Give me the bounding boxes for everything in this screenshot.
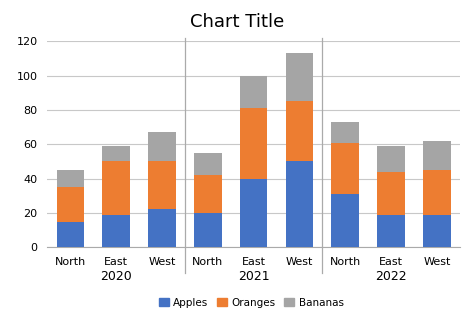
Bar <box>286 161 313 247</box>
Bar <box>148 210 176 247</box>
Bar <box>240 75 267 108</box>
Bar <box>194 175 221 213</box>
Bar <box>102 146 130 161</box>
Bar <box>286 53 313 101</box>
Legend: Apples, Oranges, Bananas: Apples, Oranges, Bananas <box>155 294 348 312</box>
Bar <box>148 132 176 161</box>
Text: Chart Title: Chart Title <box>190 13 284 31</box>
Bar <box>56 170 84 187</box>
Bar <box>377 146 405 172</box>
Bar <box>148 161 176 210</box>
Bar <box>377 215 405 247</box>
Bar <box>423 170 451 215</box>
Bar <box>56 222 84 247</box>
Bar <box>240 178 267 247</box>
Bar <box>102 161 130 215</box>
Bar <box>56 187 84 222</box>
X-axis label: 2020: 2020 <box>100 270 132 283</box>
Bar <box>194 153 221 175</box>
Bar <box>331 143 359 194</box>
Bar <box>240 108 267 178</box>
X-axis label: 2022: 2022 <box>375 270 407 283</box>
Bar <box>194 213 221 247</box>
Bar <box>286 101 313 161</box>
X-axis label: 2021: 2021 <box>238 270 269 283</box>
Bar <box>423 141 451 170</box>
Bar <box>423 215 451 247</box>
Bar <box>331 122 359 143</box>
Bar <box>102 215 130 247</box>
Bar <box>331 194 359 247</box>
Bar <box>377 172 405 215</box>
